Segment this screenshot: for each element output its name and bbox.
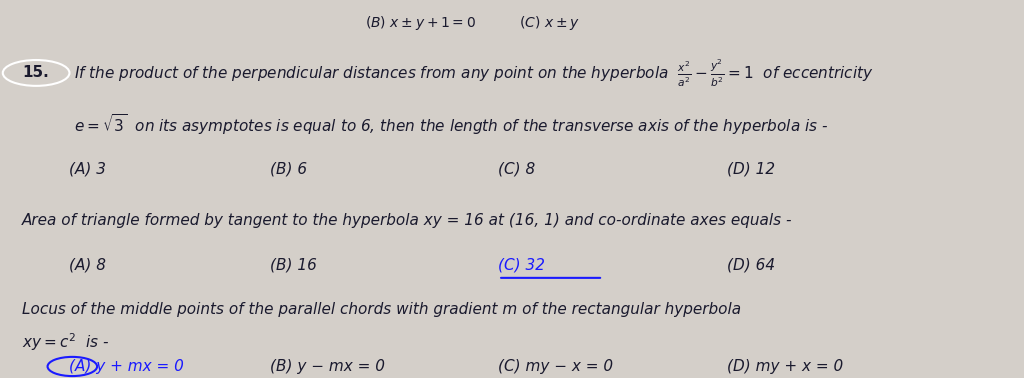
Text: Locus of the middle points of the parallel chords with gradient m of the rectang: Locus of the middle points of the parall… — [22, 302, 741, 317]
Text: (C) 8: (C) 8 — [499, 161, 536, 177]
Text: (C) my − x = 0: (C) my − x = 0 — [499, 359, 613, 374]
Text: (D) 12: (D) 12 — [727, 161, 775, 177]
Text: $xy = c^2$  is -: $xy = c^2$ is - — [22, 332, 109, 353]
Text: $e = \sqrt{3}$  on its asymptotes is equal to 6, then the length of the transver: $e = \sqrt{3}$ on its asymptotes is equa… — [74, 112, 828, 137]
Text: If the product of the perpendicular distances from any point on the hyperbola  $: If the product of the perpendicular dist… — [74, 57, 874, 89]
Text: (D) my + x = 0: (D) my + x = 0 — [727, 359, 843, 374]
Text: (A) y + mx = 0: (A) y + mx = 0 — [70, 359, 184, 374]
Text: (D) 64: (D) 64 — [727, 257, 775, 273]
Text: $(B)\ x \pm y + 1 = 0$          $(C)\ x \pm y$: $(B)\ x \pm y + 1 = 0$ $(C)\ x \pm y$ — [365, 14, 580, 32]
Text: (C) 32: (C) 32 — [499, 257, 545, 273]
Text: (B) 6: (B) 6 — [269, 161, 306, 177]
Text: (B) y − mx = 0: (B) y − mx = 0 — [269, 359, 385, 374]
Text: (A) 3: (A) 3 — [70, 161, 106, 177]
Text: 15.: 15. — [23, 65, 49, 81]
Text: (A) 8: (A) 8 — [70, 257, 106, 273]
Text: (B) 16: (B) 16 — [269, 257, 316, 273]
Text: Area of triangle formed by tangent to the hyperbola xy = 16 at (16, 1) and co-or: Area of triangle formed by tangent to th… — [22, 213, 793, 228]
